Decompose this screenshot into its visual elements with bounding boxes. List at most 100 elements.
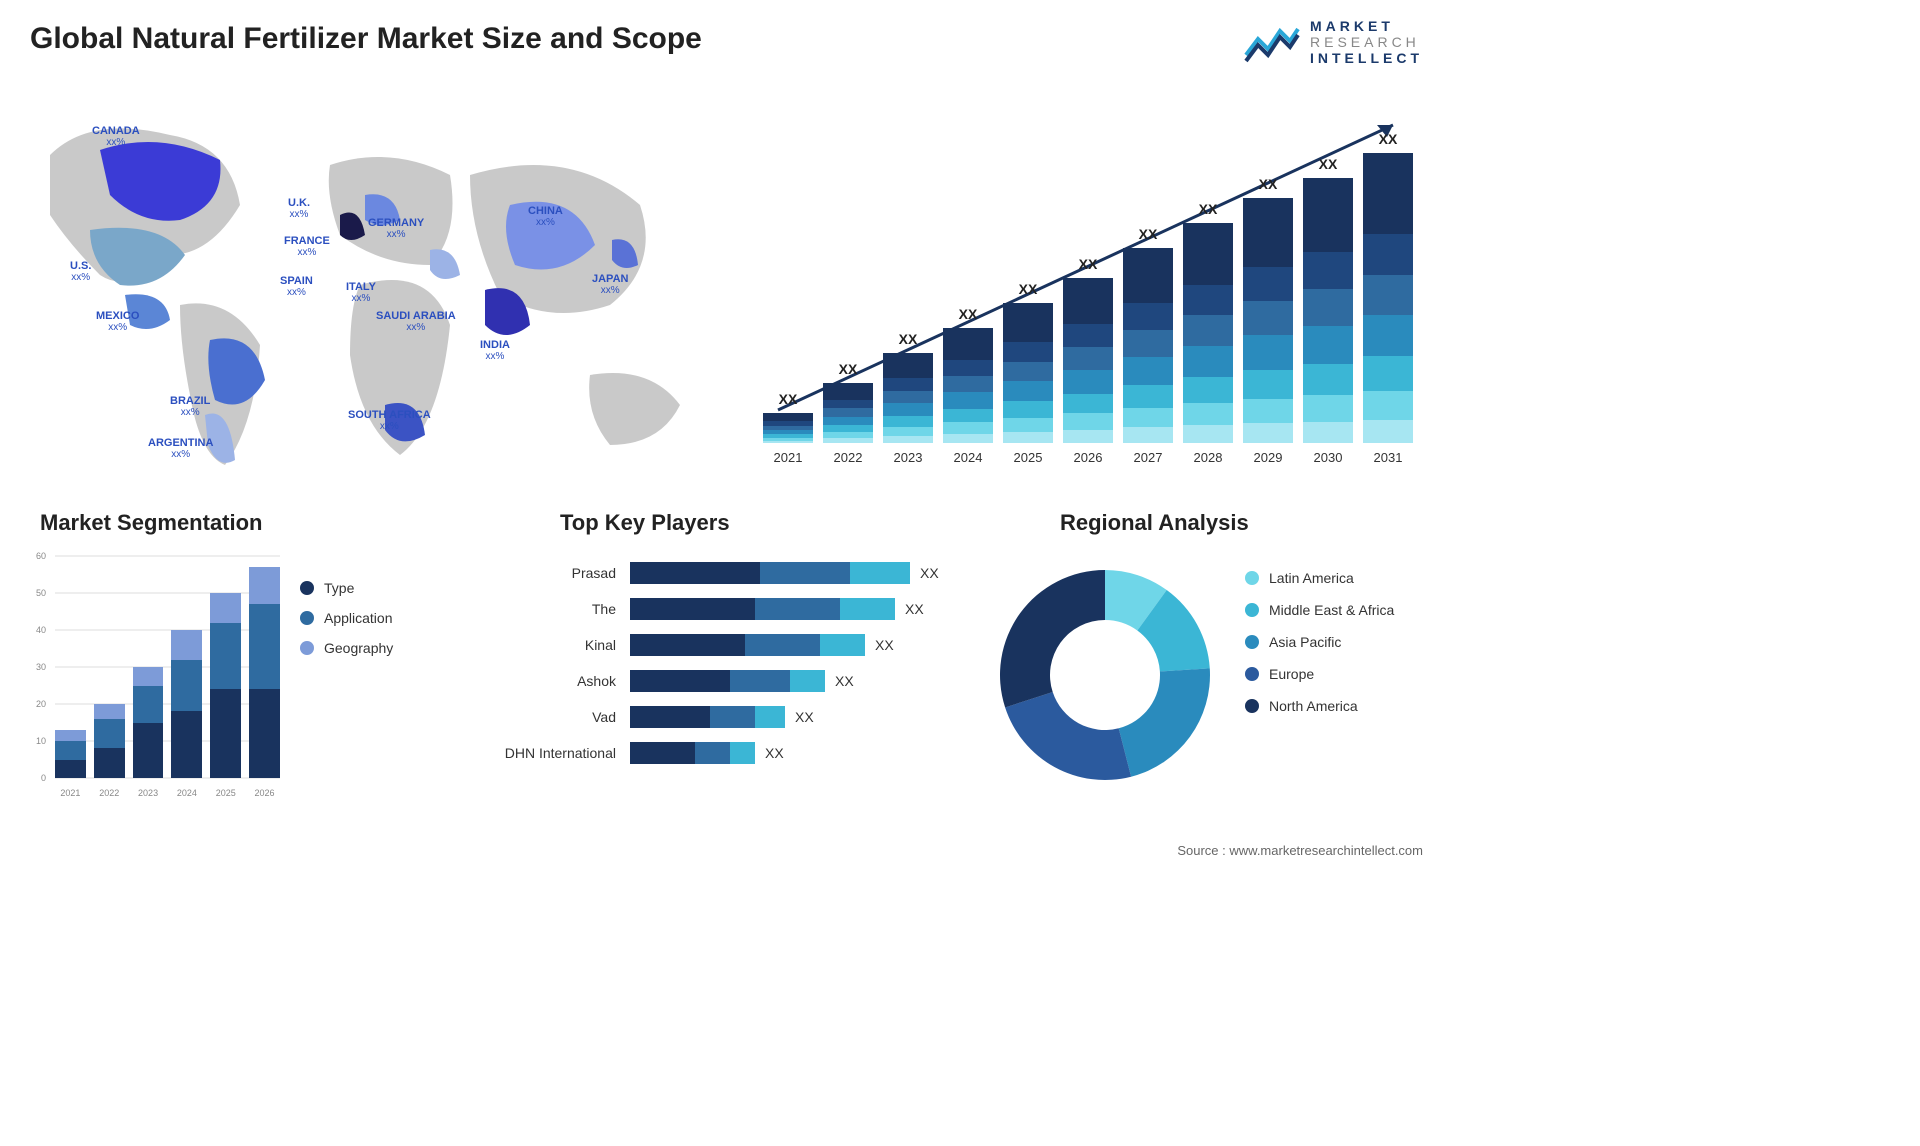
segmentation-year-tick: 2024 (171, 788, 202, 798)
growth-bar-label: XX (1063, 256, 1113, 272)
segmentation-heading: Market Segmentation (40, 510, 263, 536)
segmentation-legend: Type Application Geography (300, 580, 393, 670)
donut-svg (985, 555, 1225, 795)
legend-item: Application (300, 610, 393, 626)
growth-bar: XX (1363, 153, 1413, 443)
players-heading: Top Key Players (560, 510, 730, 536)
brand-logo: MARKET RESEARCH INTELLECT (1244, 18, 1423, 66)
logo-line3: INTELLECT (1310, 50, 1423, 66)
growth-bar-label: XX (1363, 131, 1413, 147)
player-value: XX (920, 565, 939, 581)
player-row: Kinal XX (470, 632, 960, 658)
logo-text: MARKET RESEARCH INTELLECT (1310, 18, 1423, 66)
growth-year-tick: 2031 (1363, 450, 1413, 465)
segmentation-year-tick: 2025 (210, 788, 241, 798)
map-label: U.K.xx% (288, 197, 310, 220)
regional-legend: Latin AmericaMiddle East & AfricaAsia Pa… (1245, 570, 1394, 730)
growth-bar-label: XX (1243, 176, 1293, 192)
map-label: ITALYxx% (346, 281, 376, 304)
player-value: XX (835, 673, 854, 689)
growth-bar: XX (1123, 248, 1173, 443)
segmentation-chart: 0102030405060 202120222023202420252026 (30, 548, 280, 798)
growth-year-tick: 2026 (1063, 450, 1113, 465)
segmentation-bar (171, 630, 202, 778)
legend-item: Middle East & Africa (1245, 602, 1394, 618)
growth-bar: XX (1003, 303, 1053, 443)
growth-year-tick: 2030 (1303, 450, 1353, 465)
map-label: CANADAxx% (92, 125, 140, 148)
player-name: The (470, 601, 630, 617)
logo-mark-icon (1244, 21, 1300, 63)
growth-bar-label: XX (1003, 281, 1053, 297)
map-label: CHINAxx% (528, 205, 563, 228)
map-label: U.S.xx% (70, 260, 91, 283)
growth-year-tick: 2028 (1183, 450, 1233, 465)
regional-donut (985, 555, 1225, 795)
player-row: DHN International XX (470, 740, 960, 766)
player-name: Prasad (470, 565, 630, 581)
growth-year-tick: 2021 (763, 450, 813, 465)
map-label: BRAZILxx% (170, 395, 210, 418)
growth-year-tick: 2024 (943, 450, 993, 465)
world-map: CANADAxx% U.S.xx% MEXICOxx% BRAZILxx% ARGENT… (30, 95, 710, 495)
segmentation-year-tick: 2021 (55, 788, 86, 798)
growth-bar: XX (823, 383, 873, 443)
growth-year-tick: 2027 (1123, 450, 1173, 465)
source-attribution: Source : www.marketresearchintellect.com (1177, 843, 1423, 858)
map-label: JAPANxx% (592, 273, 628, 296)
map-label: INDIAxx% (480, 339, 510, 362)
legend-item: Asia Pacific (1245, 634, 1394, 650)
map-label: SOUTH AFRICAxx% (348, 409, 431, 432)
player-name: Vad (470, 709, 630, 725)
segmentation-year-tick: 2022 (94, 788, 125, 798)
segmentation-bar (249, 567, 280, 778)
player-row: The XX (470, 596, 960, 622)
growth-bar: XX (1183, 223, 1233, 443)
map-label: MEXICOxx% (96, 310, 139, 333)
growth-year-tick: 2029 (1243, 450, 1293, 465)
logo-line2: RESEARCH (1310, 34, 1423, 50)
growth-bar: XX (943, 328, 993, 443)
player-name: DHN International (470, 745, 630, 761)
map-label: GERMANYxx% (368, 217, 424, 240)
map-label: SAUDI ARABIAxx% (376, 310, 456, 333)
segmentation-year-tick: 2023 (133, 788, 164, 798)
regional-heading: Regional Analysis (1060, 510, 1249, 536)
growth-bar: XX (883, 353, 933, 443)
player-value: XX (765, 745, 784, 761)
legend-item: North America (1245, 698, 1394, 714)
growth-bar-label: XX (1183, 201, 1233, 217)
segmentation-bar (210, 593, 241, 778)
key-players-chart: PrasadXXTheXXKinalXXAshokXXVadXXDHN Inte… (470, 560, 960, 776)
map-label: ARGENTINAxx% (148, 437, 213, 460)
map-label: SPAINxx% (280, 275, 313, 298)
player-row: Vad XX (470, 704, 960, 730)
player-row: Ashok XX (470, 668, 960, 694)
legend-item: Type (300, 580, 393, 596)
page-title: Global Natural Fertilizer Market Size an… (30, 22, 702, 56)
growth-bar-label: XX (1123, 226, 1173, 242)
growth-chart: XXXXXXXXXXXXXXXXXXXXXX 20212022202320242… (763, 105, 1413, 465)
map-label: FRANCExx% (284, 235, 330, 258)
player-value: XX (905, 601, 924, 617)
segmentation-year-tick: 2026 (249, 788, 280, 798)
segmentation-bar (133, 667, 164, 778)
segmentation-bar (55, 730, 86, 778)
legend-item: Geography (300, 640, 393, 656)
growth-bar-label: XX (763, 391, 813, 407)
growth-bar: XX (1243, 198, 1293, 443)
player-value: XX (795, 709, 814, 725)
growth-bar-label: XX (1303, 156, 1353, 172)
logo-line1: MARKET (1310, 18, 1423, 34)
growth-year-tick: 2023 (883, 450, 933, 465)
legend-item: Europe (1245, 666, 1394, 682)
player-name: Kinal (470, 637, 630, 653)
growth-bar-label: XX (883, 331, 933, 347)
growth-bar: XX (763, 413, 813, 443)
growth-bar-label: XX (823, 361, 873, 377)
growth-bar-label: XX (943, 306, 993, 322)
player-name: Ashok (470, 673, 630, 689)
player-value: XX (875, 637, 894, 653)
segmentation-bar (94, 704, 125, 778)
player-row: Prasad XX (470, 560, 960, 586)
